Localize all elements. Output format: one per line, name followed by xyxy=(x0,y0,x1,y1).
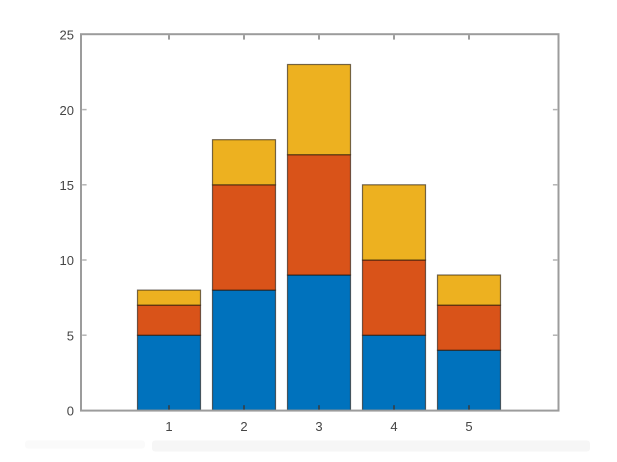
svg-text:2: 2 xyxy=(240,419,247,434)
svg-text:15: 15 xyxy=(60,178,74,193)
svg-text:1: 1 xyxy=(165,419,172,434)
svg-text:20: 20 xyxy=(60,103,74,118)
svg-text:4: 4 xyxy=(390,419,397,434)
svg-text:25: 25 xyxy=(60,28,74,43)
svg-text:10: 10 xyxy=(60,253,74,268)
svg-text:0: 0 xyxy=(67,404,74,419)
svg-text:3: 3 xyxy=(315,419,322,434)
svg-text:5: 5 xyxy=(465,419,472,434)
svg-text:5: 5 xyxy=(67,328,74,343)
